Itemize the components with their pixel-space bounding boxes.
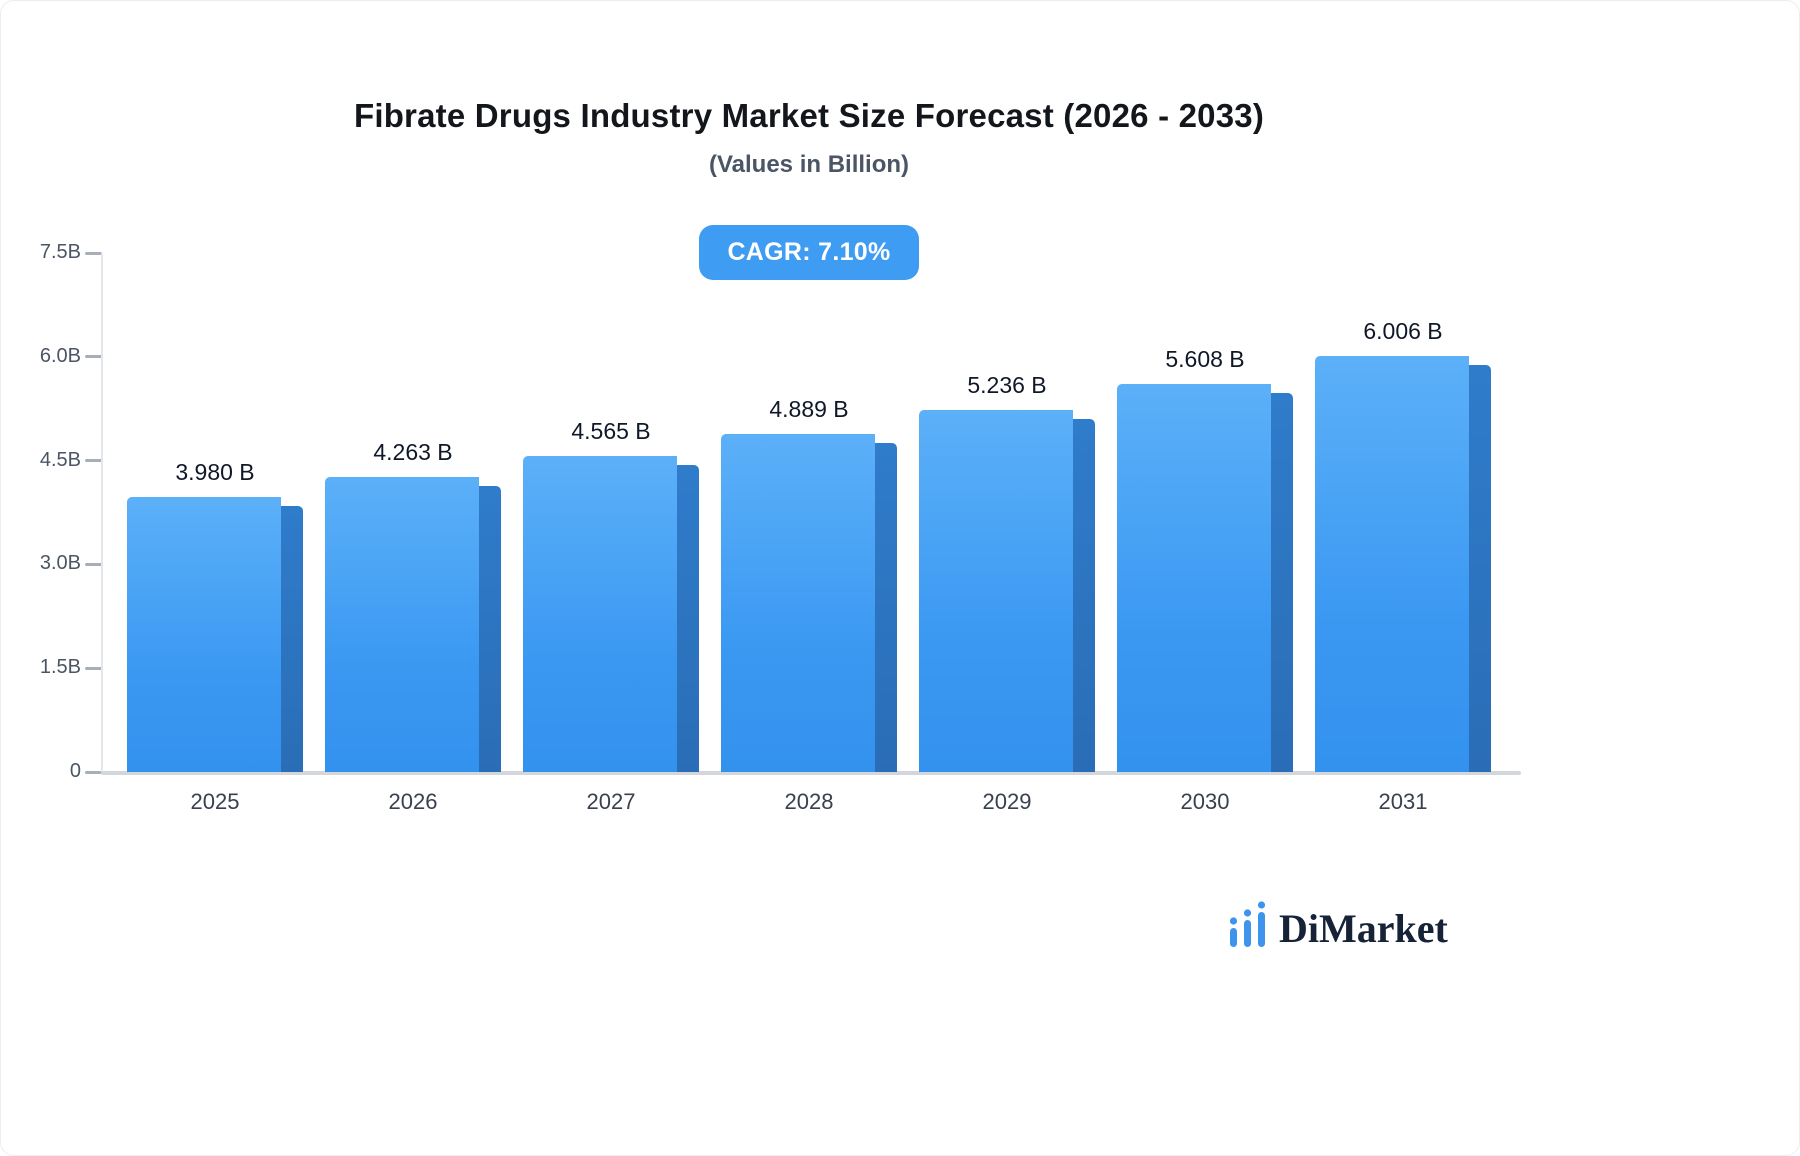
y-axis-tick-mark [85,355,102,359]
x-axis-category-label: 2029 [982,789,1032,814]
bar-side-face [479,486,501,772]
bar-value-label: 4.263 B [373,439,453,465]
y-axis-tick-mark [85,770,102,774]
x-axis-category-label: 2025 [190,789,240,814]
bar [127,496,303,772]
dimarket-logo-icon [1229,901,1266,947]
bar-side-face [875,442,897,772]
bar-front-face [919,409,1073,772]
bar [1117,383,1293,772]
bar-front-face [523,456,677,772]
bar-front-face [721,433,875,772]
y-axis-tick-label: 6.0B [39,344,81,367]
bar-value-label: 4.565 B [571,418,651,445]
bar-value-label: 6.006 B [1363,318,1443,345]
bar [325,477,501,772]
bar-front-face [1315,356,1469,772]
x-axis-category-label: 2031 [1378,789,1428,814]
bar-side-face [677,465,699,772]
chart-subtitle: (Values in Billion) [708,151,910,178]
cagr-badge-wrap: CAGR: 7.10% [1,225,1617,280]
x-axis-category-label: 2026 [388,789,438,814]
bar-value-label: 5.236 B [967,371,1047,398]
bar-value-label: 3.980 B [175,458,255,485]
x-axis-line [101,771,1521,775]
bar [523,456,699,772]
x-axis-category-label: 2030 [1180,789,1230,814]
chart-title: Fibrate Drugs Industry Market Size Forec… [353,97,1265,134]
bar-side-face [281,505,303,772]
bar-value-label: 5.608 B [1165,345,1245,372]
x-axis-category-label: 2027 [586,789,636,814]
bar [919,409,1095,772]
y-axis-line [101,253,103,772]
y-axis-tick-mark [85,459,102,463]
dimarket-logo: DiMarket [1227,901,1448,949]
bar-side-face [1073,418,1095,772]
y-axis-tick-mark [85,562,102,566]
y-axis-tick-label: 0 [69,760,81,782]
bar-side-face [1469,365,1491,772]
bar-front-face [325,477,479,772]
bar [721,433,897,772]
bar [1315,356,1491,772]
y-axis-tick-mark [85,666,102,670]
bar-side-face [1271,392,1293,772]
y-axis-tick-label: 4.5B [39,448,81,471]
y-axis-tick-label: 1.5B [39,656,81,679]
bar-front-face [1117,383,1271,772]
y-axis-tick-mark [85,251,102,255]
x-axis-category-label: 2028 [784,789,834,814]
cagr-badge: CAGR: 7.10% [699,225,919,280]
bar-value-label: 4.889 B [769,395,849,422]
bar-front-face [127,496,281,772]
y-axis-tick-label: 3.0B [39,552,81,575]
y-axis-tick-label: 7.5B [39,241,81,263]
dimarket-logo-text: DiMarket [1279,906,1448,951]
